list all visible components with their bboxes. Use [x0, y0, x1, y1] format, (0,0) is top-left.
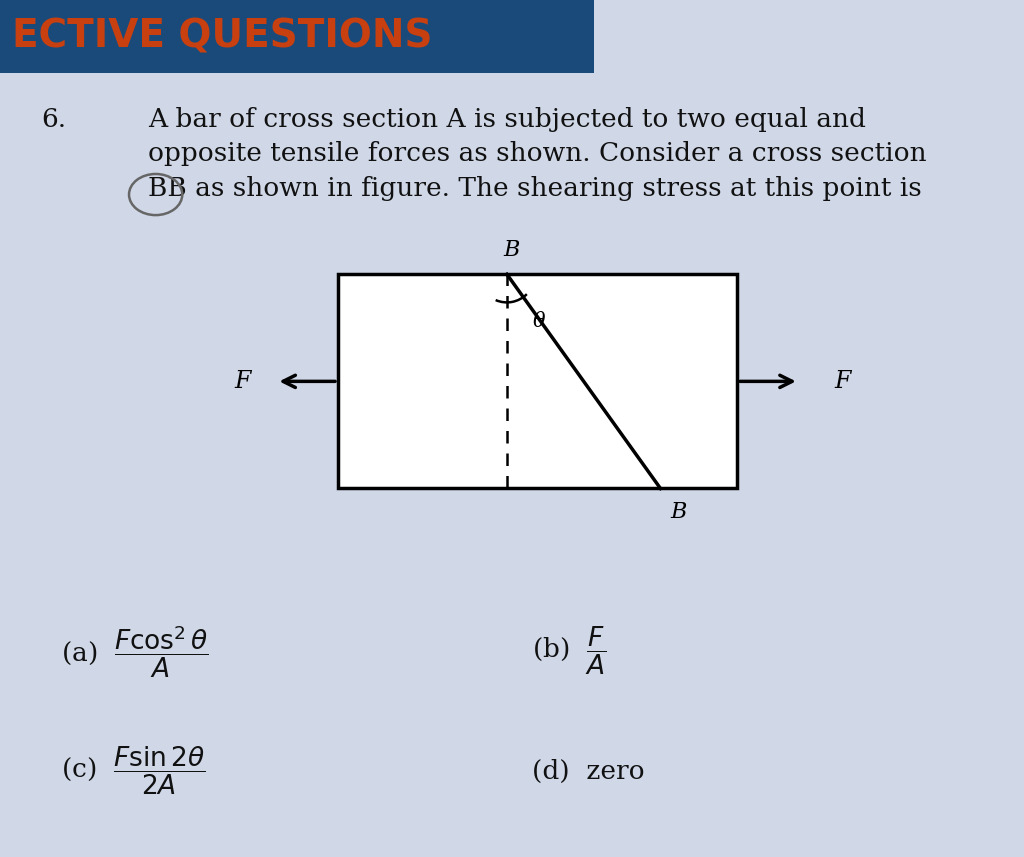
Text: 6.: 6. [41, 107, 67, 132]
Text: BB as shown in figure. The shearing stress at this point is: BB as shown in figure. The shearing stre… [148, 176, 923, 201]
Text: A bar of cross section A is subjected to two equal and: A bar of cross section A is subjected to… [148, 107, 866, 132]
Text: opposite tensile forces as shown. Consider a cross section: opposite tensile forces as shown. Consid… [148, 141, 927, 166]
Text: F: F [234, 370, 251, 393]
Text: (a)  $\dfrac{F\cos^2\theta}{A}$: (a) $\dfrac{F\cos^2\theta}{A}$ [61, 623, 209, 680]
Text: (c)  $\dfrac{F\sin 2\theta}{2A}$: (c) $\dfrac{F\sin 2\theta}{2A}$ [61, 746, 206, 797]
Text: B: B [504, 239, 520, 261]
Text: ECTIVE QUESTIONS: ECTIVE QUESTIONS [12, 17, 433, 56]
Bar [338, 274, 737, 488]
Bar [0, 0, 594, 73]
Text: θ: θ [532, 312, 545, 331]
Text: B: B [671, 501, 687, 524]
Text: (b)  $\dfrac{F}{A}$: (b) $\dfrac{F}{A}$ [532, 626, 607, 677]
Text: (d)  zero: (d) zero [532, 758, 645, 784]
Text: F: F [835, 370, 851, 393]
